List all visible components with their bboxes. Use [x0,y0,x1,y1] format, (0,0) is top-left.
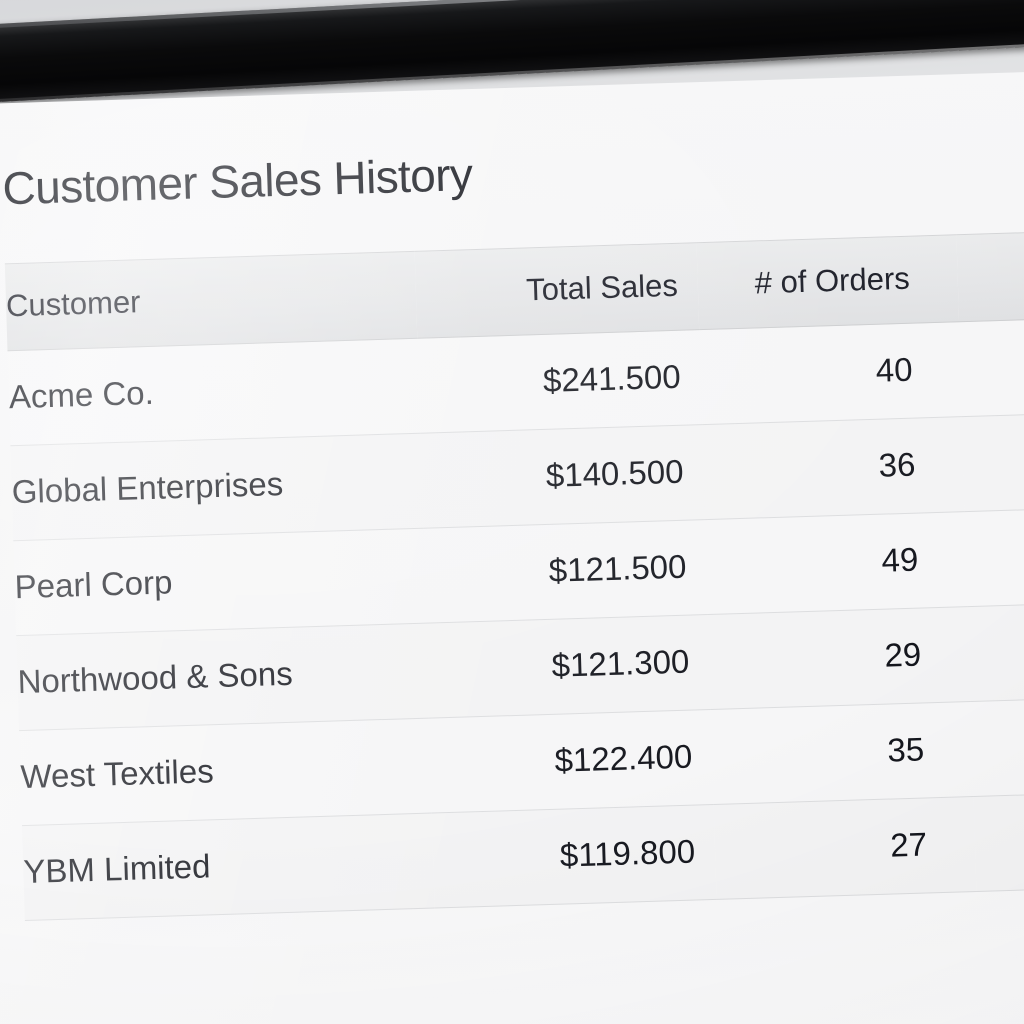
column-header-customer[interactable]: Customer [4,251,418,351]
cell-yoy-change: - 5.2 [970,695,1024,797]
cell-orders: 49 [704,511,968,615]
cell-orders: 40 [699,321,962,425]
sales-history-table: Customer Total Sales # of Orders YoY Ch … [4,228,1024,921]
cell-yoy-change: +2.6 [973,790,1024,892]
cell-customer: Pearl Corp [13,528,427,636]
cell-yoy-change: +15.4 [959,315,1024,417]
cell-total-sales: $241.500 [417,329,703,434]
column-header-orders[interactable]: # of Orders [696,234,960,330]
cell-total-sales: $140.500 [420,424,705,529]
app-page: Customer Sales History Customer Total Sa… [0,67,1024,1024]
cell-customer: YBM Limited [21,813,435,921]
cell-orders: 27 [713,796,977,900]
cell-orders: 29 [707,606,971,710]
cell-customer: Northwood & Sons [16,623,429,731]
cell-total-sales: $121.500 [423,519,708,624]
cell-customer: Global Enterprises [10,433,424,541]
cell-orders: 36 [702,416,965,520]
cell-yoy-change: - 6.1 [961,410,1024,512]
cell-customer: West Textiles [19,718,432,826]
cell-total-sales: $121.300 [426,614,711,719]
cell-orders: 35 [710,701,974,805]
cell-yoy-change: -12.5 [967,600,1024,702]
column-header-total-sales[interactable]: Total Sales [414,242,700,339]
cell-customer: Acme Co. [7,338,421,446]
column-header-yoy-change[interactable]: YoY Ch [956,228,1024,322]
cell-total-sales: $119.800 [431,804,717,909]
cell-yoy-change: +3.3 [964,505,1024,607]
cell-total-sales: $122.400 [428,709,714,814]
monitor-screen: Customer Sales History Customer Total Sa… [0,67,1024,1024]
